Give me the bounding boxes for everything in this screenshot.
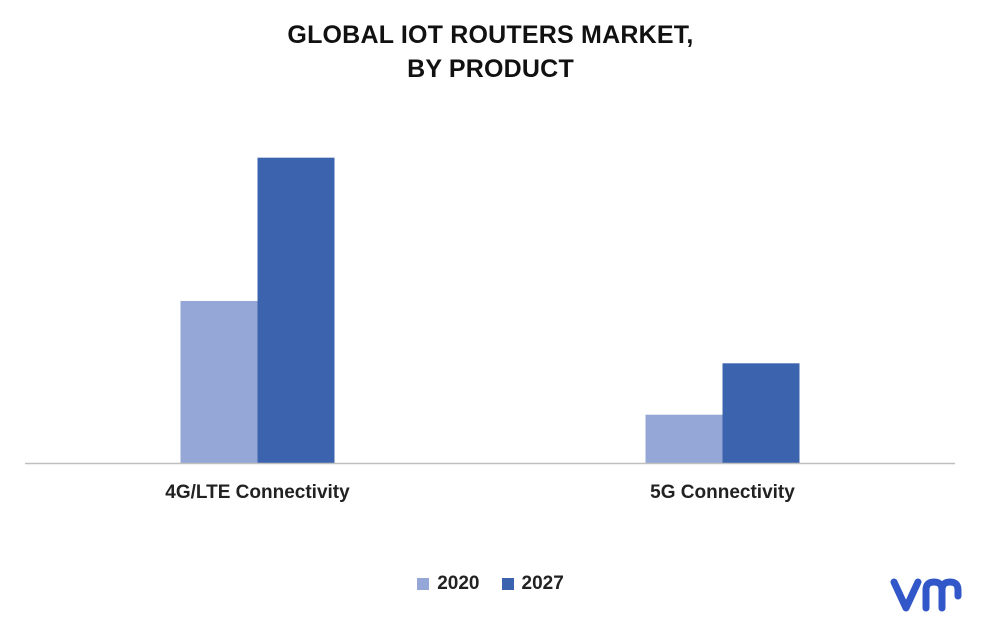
legend-label-2020: 2020	[437, 573, 480, 594]
legend-item-2020: 2020	[417, 573, 480, 595]
legend: 2020 2027	[0, 573, 981, 595]
category-label: 4G/LTE Connectivity	[165, 482, 350, 503]
legend-swatch-2020	[417, 578, 430, 590]
bar-4g-lte-connectivity-2020	[180, 300, 258, 463]
chart-title-line1: GLOBAL IOT ROUTERS MARKET,	[287, 21, 694, 49]
vmr-logo-icon	[890, 578, 962, 612]
bar-5g-connectivity-2027	[722, 363, 800, 463]
bar-chart: 4G/LTE Connectivity 5G Connectivity	[25, 157, 955, 503]
bar-4g-lte-connectivity-2027	[257, 157, 335, 463]
bar-5g-connectivity-2020	[645, 414, 723, 463]
chart-title: GLOBAL IOT ROUTERS MARKET, BY PRODUCT	[0, 18, 981, 86]
chart-subtitle: BY PRODUCT	[407, 55, 574, 83]
category-label: 5G Connectivity	[650, 482, 795, 503]
legend-swatch-2027	[501, 578, 514, 590]
legend-label-2027: 2027	[521, 573, 564, 594]
legend-item-2027: 2027	[501, 573, 564, 595]
